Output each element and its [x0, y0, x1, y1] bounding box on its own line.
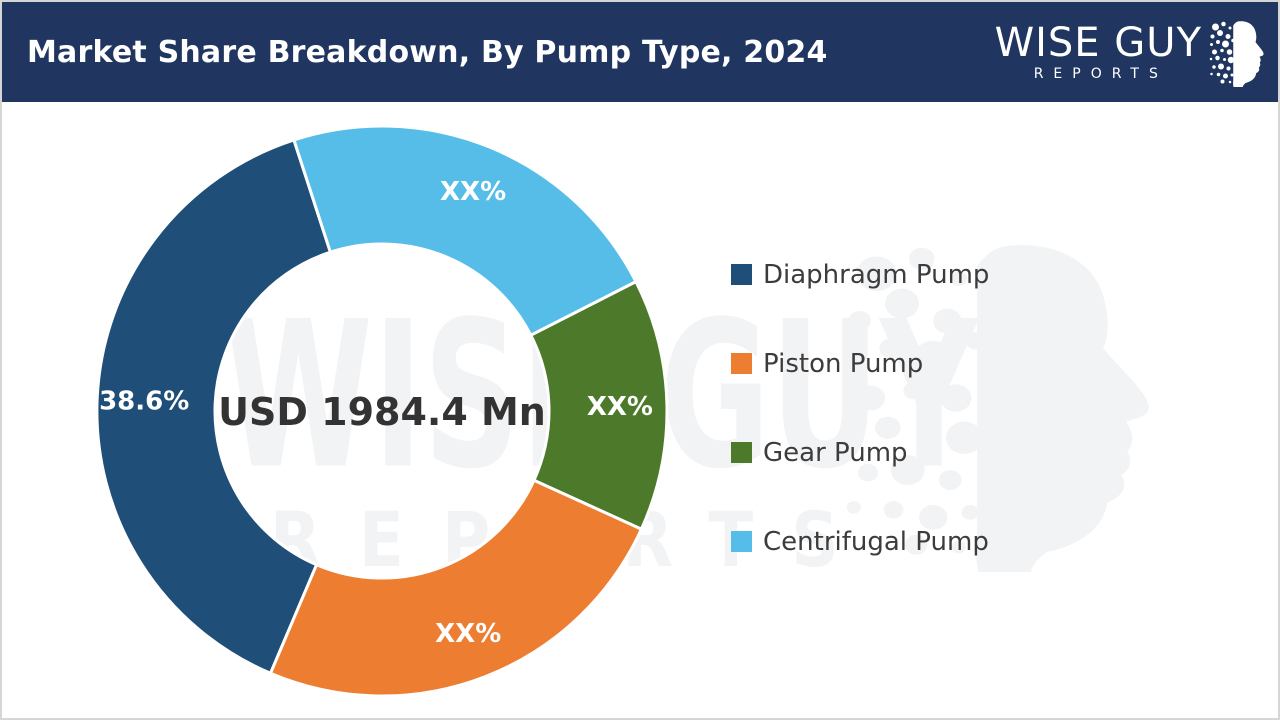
legend-swatch: [731, 264, 752, 285]
logo-subtitle: REPORTS: [1033, 65, 1168, 82]
legend-item-piston-pump: Piston Pump: [731, 350, 989, 377]
legend-item-centrifugal-pump: Centrifugal Pump: [731, 528, 989, 555]
header-bar: Market Share Breakdown, By Pump Type, 20…: [2, 2, 1280, 102]
donut-slice-gear-pump: [529, 280, 669, 531]
slice-label-gear-pump: XX%: [587, 392, 653, 422]
page-title: Market Share Breakdown, By Pump Type, 20…: [27, 34, 828, 70]
donut-center-value: USD 1984.4 Mn: [218, 390, 546, 434]
legend-item-gear-pump: Gear Pump: [731, 439, 989, 466]
logo-wordmark: WISE GUY: [994, 19, 1202, 66]
logo-text: WISE GUY REPORTS: [995, 23, 1202, 82]
donut-slice-centrifugal-pump: [292, 124, 638, 337]
slice-label-piston-pump: XX%: [435, 619, 501, 649]
legend-label: Centrifugal Pump: [763, 526, 989, 557]
legend-label: Gear Pump: [763, 437, 908, 468]
dotted-head-icon: [1208, 14, 1268, 90]
wise-guy-logo: WISE GUY REPORTS: [995, 14, 1280, 90]
slice-label-diaphragm-pump: 38.6%: [99, 387, 189, 417]
donut-slice-labels: 38.6% XX% XX% XX%: [99, 177, 653, 649]
slice-label-centrifugal-pump: XX%: [440, 177, 506, 207]
legend-item-diaphragm-pump: Diaphragm Pump: [731, 261, 989, 288]
legend-label: Piston Pump: [763, 348, 924, 379]
legend-swatch: [731, 442, 752, 463]
legend-swatch: [731, 531, 752, 552]
legend-swatch: [731, 353, 752, 374]
chart-legend: Diaphragm Pump Piston Pump Gear Pump Centri…: [731, 261, 989, 617]
legend-label: Diaphragm Pump: [763, 259, 990, 290]
donut-slices: [95, 124, 669, 698]
donut-slice-diaphragm-pump: [95, 138, 332, 675]
donut-slice-piston-pump: [269, 478, 643, 698]
